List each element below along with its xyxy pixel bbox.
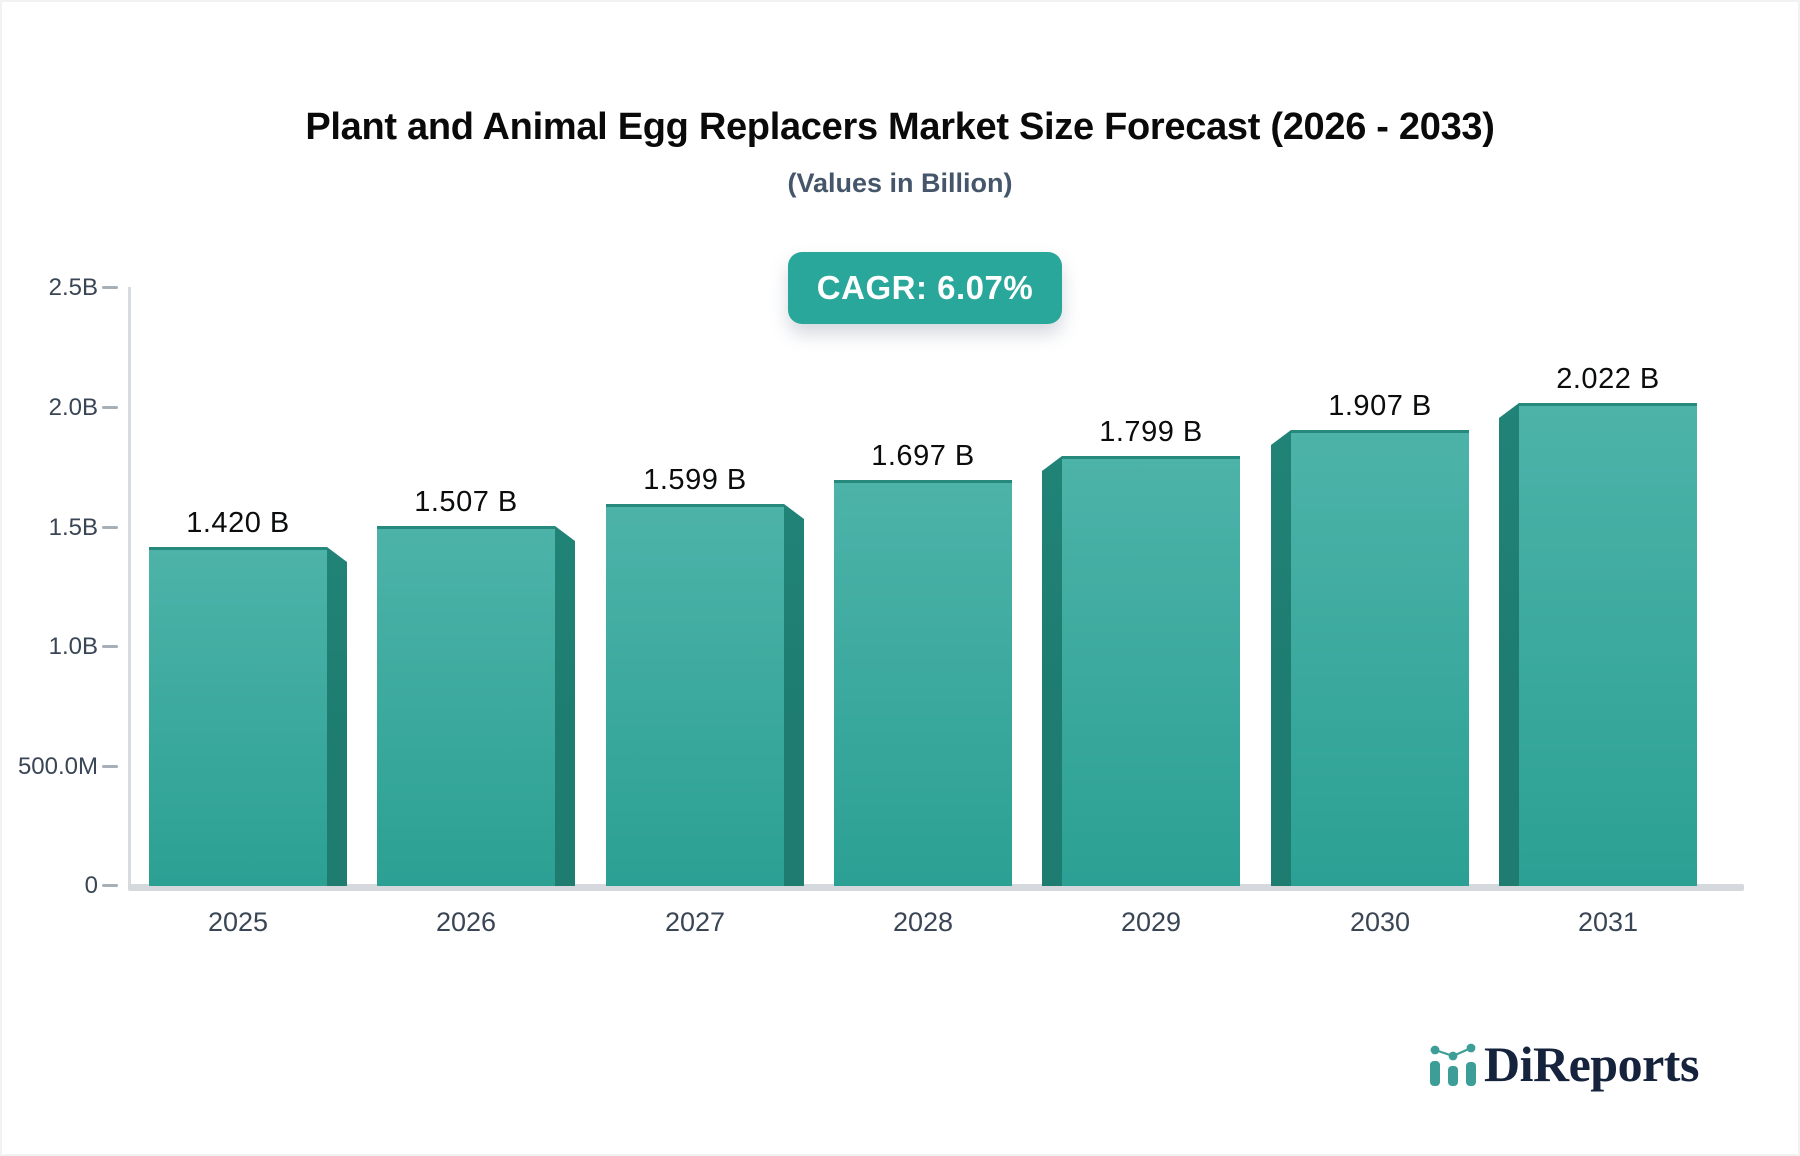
bar-value-label-2026: 1.507 B (414, 486, 518, 518)
y-axis-label-500.0M: 500.0M (17, 753, 98, 780)
bar-2029[interactable] (1062, 456, 1240, 886)
bar-3d-side-2030 (1271, 430, 1291, 886)
y-axis-tick (102, 526, 118, 529)
y-axis-tick (102, 406, 118, 409)
direports-logo: DiReports (1430, 1036, 1699, 1092)
bar-3d-side-2029 (1042, 456, 1062, 886)
bar-2031[interactable] (1519, 403, 1697, 886)
y-axis-tick (102, 765, 118, 768)
bar-3d-side-2025 (327, 547, 347, 886)
x-axis-label-2030: 2030 (1349, 907, 1411, 937)
x-axis-label-2028: 2028 (892, 907, 954, 937)
y-axis-tick (102, 884, 118, 887)
y-axis-label-2.5B: 2.5B (48, 274, 98, 301)
y-axis-label-0: 0 (84, 872, 98, 899)
bar-3d-side-2026 (555, 526, 575, 886)
x-axis-label-2031: 2031 (1577, 907, 1639, 937)
chart-subtitle: (Values in Billion) (787, 168, 1013, 198)
y-axis-line (128, 287, 131, 887)
bar-value-label-2030: 1.907 B (1328, 390, 1432, 422)
y-axis-tick (102, 645, 118, 648)
y-axis-label-1.0B: 1.0B (48, 633, 98, 660)
bar-2025[interactable] (149, 547, 327, 886)
x-axis-label-2025: 2025 (207, 907, 269, 937)
bar-value-label-2028: 1.697 B (871, 440, 975, 472)
logo-text: DiReports (1484, 1036, 1699, 1092)
bar-3d-side-2031 (1499, 403, 1519, 886)
bar-value-label-2031: 2.022 B (1556, 363, 1660, 395)
y-axis-label-2.0B: 2.0B (48, 394, 98, 421)
bar-2030[interactable] (1291, 430, 1469, 886)
bar-2028[interactable] (834, 480, 1012, 886)
bar-value-label-2025: 1.420 B (186, 507, 290, 539)
bar-2026[interactable] (377, 526, 555, 886)
x-axis-baseline (128, 884, 1744, 891)
chart-title: Plant and Animal Egg Replacers Market Si… (305, 106, 1495, 148)
bar-2027[interactable] (606, 504, 784, 886)
y-axis-tick (102, 286, 118, 289)
y-axis-label-1.5B: 1.5B (48, 514, 98, 541)
bar-3d-side-2027 (784, 504, 804, 886)
bar-value-label-2027: 1.599 B (643, 464, 747, 496)
cagr-badge: CAGR: 6.07% (788, 252, 1062, 324)
x-axis-label-2029: 2029 (1120, 907, 1182, 937)
x-axis-label-2026: 2026 (435, 907, 497, 937)
bar-value-label-2029: 1.799 B (1099, 416, 1203, 448)
x-axis-label-2027: 2027 (664, 907, 726, 937)
bar-chart-logo-icon (1430, 1043, 1476, 1086)
